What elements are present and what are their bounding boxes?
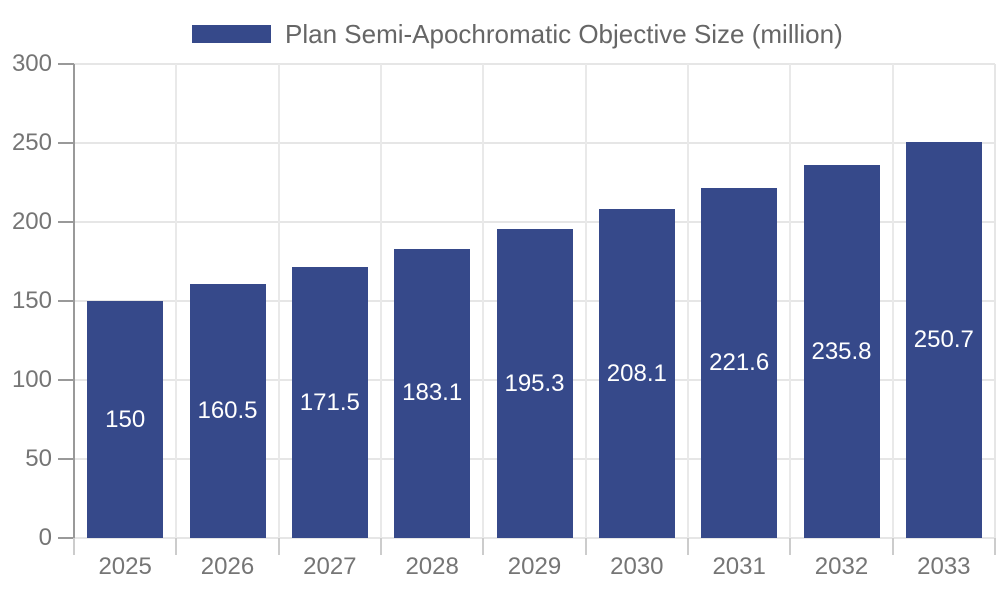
- y-axis-tick-label: 300: [11, 50, 52, 77]
- x-axis-tick: [277, 538, 280, 555]
- legend-label: Plan Semi-Apochromatic Objective Size (m…: [285, 18, 843, 49]
- bar-value-label: 150: [105, 405, 146, 433]
- bar-2028[interactable]: 183.1: [394, 248, 471, 538]
- y-axis-tick: [58, 458, 74, 460]
- x-axis-tick-label: 2026: [200, 553, 255, 580]
- bar-2033[interactable]: 250.7: [905, 141, 982, 538]
- x-axis-tick: [687, 538, 689, 555]
- y-axis-tick: [58, 300, 74, 302]
- gridline-vertical: [789, 64, 792, 538]
- gridline-vertical: [687, 64, 689, 538]
- legend-item[interactable]: Plan Semi-Apochromatic Objective Size (m…: [192, 18, 843, 49]
- x-axis-tick: [994, 538, 996, 555]
- x-axis-tick: [73, 538, 75, 555]
- gridline-vertical: [584, 64, 587, 538]
- legend-swatch: [192, 25, 271, 43]
- bar-value-label: 195.3: [504, 369, 565, 397]
- gridline-horizontal: [74, 221, 995, 223]
- gridline-horizontal: [74, 63, 995, 65]
- bar-value-label: 250.7: [913, 325, 974, 353]
- bar-2026[interactable]: 160.5: [189, 284, 266, 538]
- x-axis-tick: [891, 538, 894, 555]
- bar-value-label: 208.1: [606, 359, 667, 387]
- y-axis-line: [73, 64, 75, 538]
- bar-value-label: 160.5: [197, 397, 258, 425]
- bar-value-label: 171.5: [299, 388, 360, 416]
- y-axis-tick-label: 100: [11, 366, 52, 393]
- plot-border-right: [994, 64, 996, 538]
- bar-2032[interactable]: 235.8: [803, 165, 880, 538]
- x-axis-tick-label: 2033: [917, 553, 971, 580]
- y-axis-tick: [58, 142, 74, 144]
- y-axis-tick: [58, 537, 74, 539]
- x-axis-tick-label: 2030: [610, 553, 664, 580]
- bar-2025[interactable]: 150: [87, 301, 164, 538]
- bar-value-label: 183.1: [402, 379, 463, 407]
- y-axis-tick-label: 250: [11, 129, 52, 156]
- gridline-vertical: [380, 64, 382, 538]
- x-axis-tick: [482, 538, 485, 555]
- x-axis-tick-label: 2032: [814, 553, 869, 580]
- y-axis-tick: [58, 63, 74, 65]
- x-axis-tick: [175, 538, 178, 555]
- bar-2027[interactable]: 171.5: [291, 267, 368, 538]
- x-axis-tick: [584, 538, 587, 555]
- gridline-vertical: [277, 64, 280, 538]
- y-axis-tick-label: 0: [38, 524, 52, 551]
- gridline-horizontal: [74, 537, 995, 539]
- bar-2031[interactable]: 221.6: [701, 187, 778, 538]
- y-axis-tick: [58, 379, 74, 381]
- bar-value-label: 221.6: [709, 348, 770, 376]
- x-axis-tick-label: 2028: [405, 553, 459, 580]
- gridline-horizontal: [74, 142, 995, 144]
- x-axis-tick-label: 2031: [712, 553, 766, 580]
- x-axis-tick: [789, 538, 792, 555]
- gridline-vertical: [175, 64, 178, 538]
- bar-2029[interactable]: 195.3: [496, 229, 573, 538]
- y-axis-tick-label: 50: [25, 445, 52, 472]
- x-axis-tick-label: 2029: [507, 553, 562, 580]
- y-axis-tick-label: 200: [11, 208, 52, 235]
- x-axis-tick: [380, 538, 382, 555]
- y-axis-tick-label: 150: [11, 287, 52, 314]
- bar-2030[interactable]: 208.1: [598, 209, 675, 538]
- gridline-vertical: [482, 64, 485, 538]
- gridline-vertical: [891, 64, 894, 538]
- y-axis-tick: [58, 221, 74, 223]
- x-axis-tick-label: 2027: [303, 553, 357, 580]
- bar-value-label: 235.8: [811, 337, 872, 365]
- x-axis-tick-label: 2025: [98, 553, 152, 580]
